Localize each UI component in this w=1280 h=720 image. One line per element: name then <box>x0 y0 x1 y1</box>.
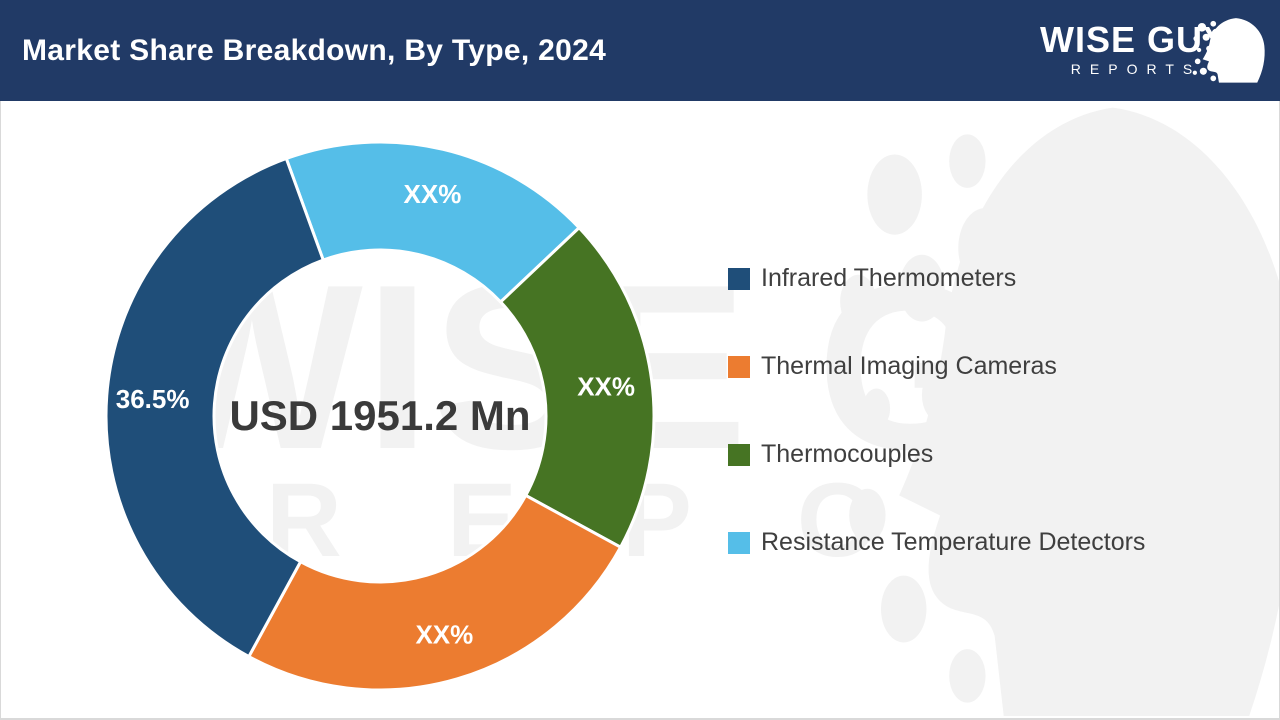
legend-item: Infrared Thermometers <box>728 266 1145 291</box>
page-title: Market Share Breakdown, By Type, 2024 <box>22 33 607 67</box>
legend-label: Infrared Thermometers <box>761 264 1017 292</box>
face-profile-icon <box>1192 18 1265 83</box>
donut-segment-1 <box>498 225 656 550</box>
legend-swatch <box>728 267 750 290</box>
donut-chart: XX% XX% XX% 36.5% <box>104 140 656 692</box>
watermark-face-icon <box>840 107 1279 716</box>
segment-percent-label: XX% <box>577 372 635 402</box>
chart-legend: Infrared Thermometers Thermal Imaging Cam… <box>728 266 1145 618</box>
donut-segment-2 <box>246 493 623 692</box>
legend-item: Resistance Temperature Detectors <box>728 530 1145 555</box>
legend-swatch <box>728 531 750 554</box>
legend-label: Resistance Temperature Detectors <box>761 528 1146 556</box>
donut-segment-0 <box>284 140 582 305</box>
logo-subtitle: REPORTS <box>1070 61 1202 77</box>
donut-segment-3 <box>104 156 326 659</box>
chart-panel: WISE GUY REPORTS XX%XX%XX%36.5% USD 1951… <box>0 101 1280 720</box>
segment-percent-label: XX% <box>415 620 473 650</box>
legend-item: Thermal Imaging Cameras <box>728 354 1145 379</box>
wise-guy-reports-logo: WISE GUY REPORTS <box>1022 0 1272 101</box>
legend-label: Thermal Imaging Cameras <box>761 352 1057 380</box>
segment-percent-label: XX% <box>404 179 462 209</box>
legend-label: Thermocouples <box>761 440 934 468</box>
header-bar: Market Share Breakdown, By Type, 2024 WI… <box>0 0 1280 101</box>
legend-item: Thermocouples <box>728 442 1145 467</box>
legend-swatch <box>728 355 750 378</box>
segment-percent-label: 36.5% <box>116 384 190 414</box>
legend-swatch <box>728 443 750 466</box>
